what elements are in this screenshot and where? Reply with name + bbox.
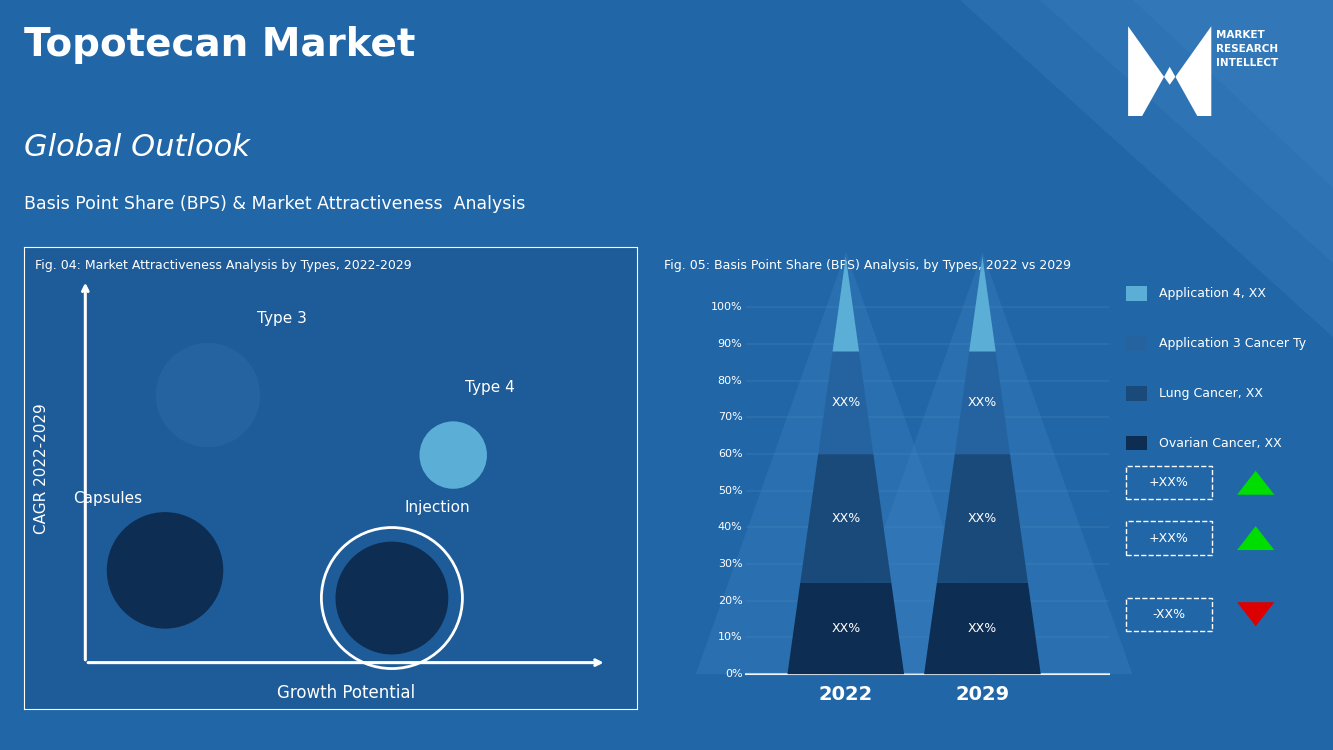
Bar — [1125, 521, 1213, 555]
Text: CAGR 2022-2029: CAGR 2022-2029 — [33, 404, 49, 534]
Text: Application 4, XX: Application 4, XX — [1160, 287, 1266, 300]
Text: XX%: XX% — [832, 622, 860, 634]
Text: 90%: 90% — [717, 339, 742, 350]
Ellipse shape — [107, 512, 224, 628]
Text: 0%: 0% — [725, 669, 742, 680]
Text: +XX%: +XX% — [1149, 476, 1189, 489]
Text: Fig. 04: Market Attractiveness Analysis by Types, 2022-2029: Fig. 04: Market Attractiveness Analysis … — [35, 259, 412, 272]
Text: 2022: 2022 — [818, 686, 873, 704]
Text: MARKET
RESEARCH
INTELLECT: MARKET RESEARCH INTELLECT — [1216, 30, 1278, 68]
Text: XX%: XX% — [968, 396, 997, 410]
Text: Growth Potential: Growth Potential — [277, 684, 415, 702]
Bar — [1125, 598, 1213, 631]
Text: XX%: XX% — [968, 622, 997, 634]
Ellipse shape — [156, 343, 260, 447]
Polygon shape — [1237, 602, 1274, 626]
Text: 30%: 30% — [718, 560, 742, 569]
Text: Type 3: Type 3 — [257, 311, 307, 326]
Text: XX%: XX% — [968, 512, 997, 525]
Bar — [1125, 336, 1146, 351]
Text: 2029: 2029 — [956, 686, 1009, 704]
Polygon shape — [832, 252, 1132, 674]
Text: Fig. 05: Basis Point Share (BPS) Analysis, by Types, 2022 vs 2029: Fig. 05: Basis Point Share (BPS) Analysi… — [664, 259, 1070, 272]
Text: -XX%: -XX% — [1153, 608, 1185, 621]
Bar — [1125, 386, 1146, 400]
Polygon shape — [788, 583, 904, 674]
Text: Application 3 Cancer Ty: Application 3 Cancer Ty — [1160, 337, 1306, 350]
Bar — [1125, 286, 1146, 301]
Text: Lung Cancer, XX: Lung Cancer, XX — [1160, 387, 1264, 400]
Polygon shape — [696, 252, 996, 674]
Polygon shape — [800, 454, 892, 583]
Polygon shape — [937, 454, 1028, 583]
Text: 50%: 50% — [718, 486, 742, 496]
Text: 40%: 40% — [717, 523, 742, 532]
Ellipse shape — [336, 542, 448, 655]
Text: 20%: 20% — [717, 596, 742, 606]
Text: 10%: 10% — [718, 632, 742, 643]
Text: XX%: XX% — [832, 396, 860, 410]
Bar — [1125, 436, 1146, 451]
Text: Basis Point Share (BPS) & Market Attractiveness  Analysis: Basis Point Share (BPS) & Market Attract… — [24, 195, 525, 213]
Polygon shape — [818, 352, 873, 454]
Polygon shape — [1237, 526, 1274, 550]
Text: 100%: 100% — [710, 302, 742, 313]
Text: 70%: 70% — [717, 413, 742, 422]
Text: Topotecan Market: Topotecan Market — [24, 26, 416, 64]
Text: Ovarian Cancer, XX: Ovarian Cancer, XX — [1160, 436, 1282, 449]
Polygon shape — [1128, 26, 1212, 116]
Polygon shape — [1133, 0, 1333, 188]
Polygon shape — [1040, 0, 1333, 262]
Text: 80%: 80% — [717, 376, 742, 386]
Polygon shape — [960, 0, 1333, 338]
Polygon shape — [954, 352, 1010, 454]
Polygon shape — [1237, 471, 1274, 495]
Text: 60%: 60% — [718, 449, 742, 459]
Polygon shape — [969, 256, 996, 352]
Bar — [1125, 466, 1213, 500]
Text: Type 4: Type 4 — [465, 380, 516, 395]
Text: XX%: XX% — [832, 512, 860, 525]
Text: +XX%: +XX% — [1149, 532, 1189, 544]
Text: Global Outlook: Global Outlook — [24, 134, 249, 163]
Polygon shape — [833, 256, 858, 352]
Text: Capsules: Capsules — [73, 490, 143, 506]
Ellipse shape — [420, 422, 487, 489]
Text: Injection: Injection — [404, 500, 469, 515]
Polygon shape — [924, 583, 1041, 674]
